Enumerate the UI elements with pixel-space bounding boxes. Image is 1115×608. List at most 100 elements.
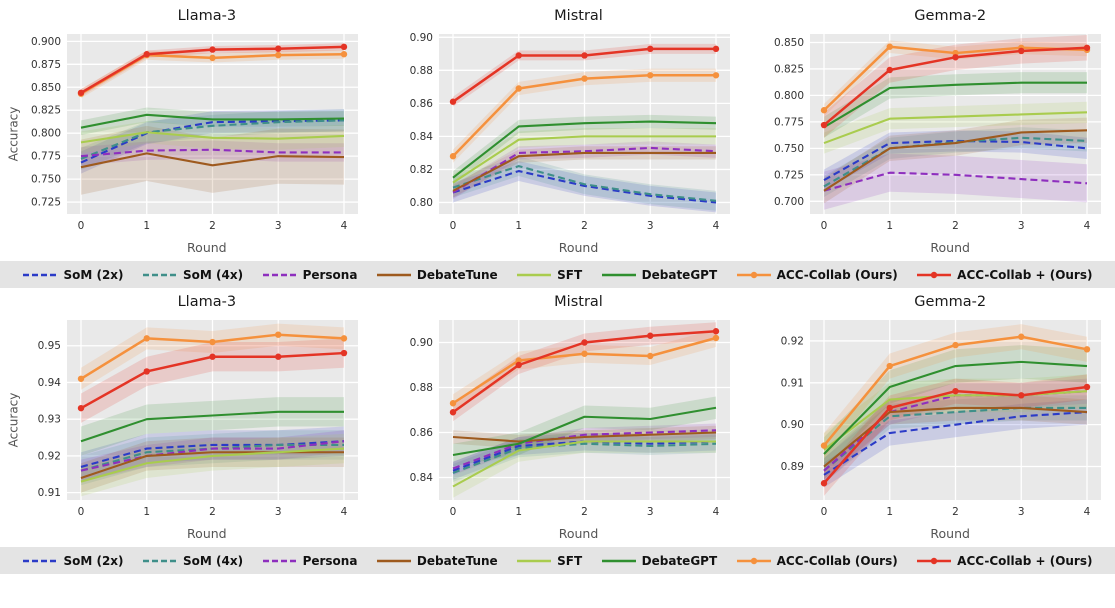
svg-text:0.92: 0.92 <box>781 335 804 347</box>
legend-label: Persona <box>302 267 358 282</box>
svg-text:0.91: 0.91 <box>781 377 804 389</box>
svg-text:0: 0 <box>449 506 456 518</box>
svg-text:2: 2 <box>952 220 959 232</box>
legend-line-sample <box>736 557 771 564</box>
legend-label: SoM (2x) <box>63 553 124 568</box>
legend-item: DebateGPT <box>601 553 718 568</box>
svg-text:0.88: 0.88 <box>409 382 432 394</box>
legend-line-sample <box>23 559 58 562</box>
y-axis-label-box <box>378 312 393 527</box>
legend-item: ACC-Collab (Ours) <box>736 268 898 282</box>
x-axis-label: Round <box>930 526 970 541</box>
line-chart-llama3-top: 0.725 0.750 0.775 0.800 0.825 0.850 0.875 0.900… <box>31 34 358 232</box>
svg-text:0.90: 0.90 <box>409 337 432 349</box>
svg-text:3: 3 <box>646 506 653 518</box>
legend-item: SoM (4x) <box>142 268 243 282</box>
legend-row-bottom: SoM (2x) SoM (4x) Persona DebateTune SFT Deba… <box>0 547 1115 574</box>
svg-text:4: 4 <box>340 506 347 518</box>
x-axis-label: Round <box>558 240 599 255</box>
x-axis-label: Round <box>187 240 227 255</box>
legend-label: DebateGPT <box>641 553 718 568</box>
plot-row: 0.700 0.725 0.750 0.775 0.800 0.825 0.850 0 1 2 3 4 <box>749 26 1109 241</box>
svg-text:0: 0 <box>821 506 828 518</box>
svg-text:0.93: 0.93 <box>37 414 60 426</box>
legend-row-top: SoM (2x) SoM (4x) Persona DebateTune SFT Deba… <box>0 261 1115 288</box>
svg-text:0.850: 0.850 <box>774 37 804 49</box>
legend-item: DebateTune <box>376 268 498 282</box>
y-axis-label-box <box>378 26 393 241</box>
legend-line-sample <box>376 273 411 276</box>
x-axis-label: Round <box>558 526 599 541</box>
chart-title: Llama-3 <box>177 294 237 310</box>
legend-label: SoM (4x) <box>183 267 244 282</box>
svg-text:1: 1 <box>887 506 894 518</box>
legend-label: SoM (2x) <box>63 267 124 282</box>
svg-text:0.90: 0.90 <box>409 32 432 44</box>
legend-line-sample <box>143 273 178 276</box>
legend-line-sample <box>262 559 297 562</box>
svg-text:3: 3 <box>646 220 653 232</box>
svg-text:0.775: 0.775 <box>31 151 61 163</box>
chart-panel-gemma2-top: Gemma-2 0.700 0.725 0.750 0.775 0.800 0.825 0.… <box>743 6 1115 257</box>
svg-text:0.86: 0.86 <box>409 427 433 439</box>
legend-line-sample <box>601 559 636 562</box>
plot-row: 0.84 0.86 0.88 0.90 0 1 2 3 4 <box>378 312 738 527</box>
legend-item: DebateGPT <box>601 268 717 282</box>
svg-text:0: 0 <box>77 506 84 518</box>
svg-text:0.725: 0.725 <box>31 197 61 209</box>
svg-text:0.89: 0.89 <box>781 461 804 473</box>
line-chart-mistral-bottom: 0.84 0.86 0.88 0.90 0 1 2 3 4 <box>409 320 730 518</box>
svg-text:0.800: 0.800 <box>774 90 804 102</box>
chart-title: Mistral <box>554 8 603 24</box>
line-chart-gemma2-top: 0.700 0.725 0.750 0.775 0.800 0.825 0.850 0 1 2 3 4 <box>774 34 1102 232</box>
svg-text:0.90: 0.90 <box>781 419 804 431</box>
legend-item: DebateTune <box>376 554 498 568</box>
legend-line-sample <box>517 559 552 562</box>
x-axis-label: Round <box>187 526 227 541</box>
y-axis-label-box: Accuracy <box>6 312 21 527</box>
legend-item: SoM (2x) <box>22 553 124 568</box>
line-chart-gemma2-bottom: 0.89 0.90 0.91 0.92 0 1 2 3 4 <box>781 320 1102 518</box>
legend-label: SoM (4x) <box>183 553 244 568</box>
legend-label: ACC-Collab + (Ours) <box>957 267 1093 282</box>
svg-text:0.825: 0.825 <box>31 105 61 117</box>
svg-text:0.900: 0.900 <box>31 36 61 48</box>
svg-text:0.80: 0.80 <box>409 197 432 209</box>
svg-text:0.800: 0.800 <box>31 128 61 140</box>
svg-text:0.94: 0.94 <box>37 377 61 389</box>
legend-item: ACC-Collab + (Ours) <box>916 268 1092 282</box>
legend-item: SoM (2x) <box>22 267 124 282</box>
legend-line-sample <box>917 271 952 278</box>
chart-title: Mistral <box>554 294 603 310</box>
x-axis-label: Round <box>930 240 970 255</box>
svg-text:2: 2 <box>209 506 216 518</box>
legend-label: ACC-Collab (Ours) <box>776 553 898 568</box>
y-axis-label: Accuracy <box>6 106 21 161</box>
svg-text:0.700: 0.700 <box>774 196 804 208</box>
svg-text:4: 4 <box>1084 506 1091 518</box>
legend-line-sample <box>376 559 411 562</box>
svg-text:0.825: 0.825 <box>774 63 804 75</box>
svg-text:0.88: 0.88 <box>409 65 432 77</box>
chart-panel-mistral-bottom: Mistral 0.84 0.86 0.88 0.90 0 1 2 3 4 Round <box>372 292 744 543</box>
plot-row: 0.89 0.90 0.91 0.92 0 1 2 3 4 <box>749 312 1109 527</box>
chart-title: Gemma-2 <box>914 8 987 24</box>
svg-text:0.95: 0.95 <box>37 340 60 352</box>
svg-text:4: 4 <box>340 220 347 232</box>
y-axis-label-box <box>749 26 764 241</box>
line-chart-mistral-top: 0.80 0.82 0.84 0.86 0.88 0.90 0 1 2 3 4 <box>409 32 730 232</box>
svg-text:1: 1 <box>515 506 522 518</box>
svg-text:0.750: 0.750 <box>31 174 61 186</box>
chart-panel-llama3-top: Llama-3 Accuracy 0.725 0.750 0.775 0.800 0.8… <box>0 6 372 257</box>
charts-row-bottom: Llama-3 Accuracy 0.91 0.92 0.93 0.94 0.95 0 1 2… <box>0 292 1115 543</box>
legend-item: SFT <box>516 554 582 568</box>
svg-text:0.84: 0.84 <box>409 131 433 143</box>
svg-text:0.775: 0.775 <box>774 116 804 128</box>
svg-text:0.850: 0.850 <box>31 82 61 94</box>
svg-text:0.92: 0.92 <box>37 450 60 462</box>
svg-text:3: 3 <box>275 220 282 232</box>
y-axis-label-box <box>749 312 764 527</box>
svg-text:0: 0 <box>77 220 84 232</box>
charts-row-top: Llama-3 Accuracy 0.725 0.750 0.775 0.800 0.8… <box>0 6 1115 257</box>
legend-line-sample <box>601 273 636 276</box>
